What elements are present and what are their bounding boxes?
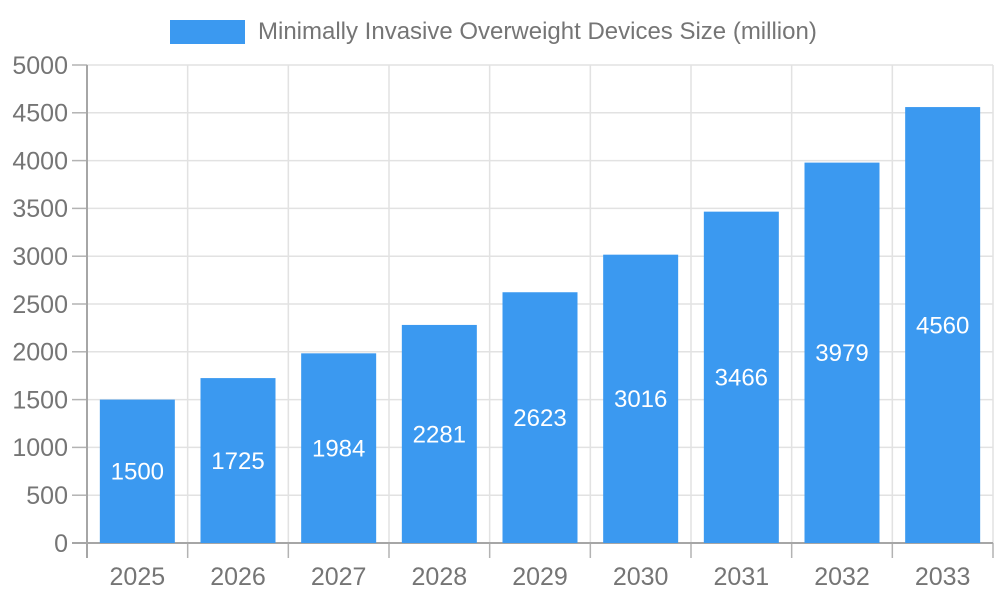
x-axis-label: 2033	[915, 563, 971, 591]
legend-swatch	[170, 20, 245, 44]
bar-value-label: 3979	[815, 340, 868, 367]
legend-item[interactable]: Minimally Invasive Overweight Devices Si…	[170, 20, 817, 44]
bar-value-label: 3466	[715, 365, 768, 392]
x-axis-label: 2031	[714, 563, 770, 591]
bar[interactable]	[99, 399, 175, 543]
bar-value-label: 1984	[312, 436, 365, 463]
bar-value-label: 1725	[211, 448, 264, 475]
bar[interactable]	[502, 292, 578, 543]
y-axis-label: 4500	[12, 100, 68, 128]
bar-value-label: 4560	[916, 312, 969, 339]
bar[interactable]	[804, 162, 880, 543]
bar[interactable]	[200, 378, 276, 543]
y-axis-label: 5000	[12, 52, 68, 80]
x-axis-label: 2030	[613, 563, 669, 591]
y-axis-label: 3500	[12, 195, 68, 223]
bar[interactable]	[703, 211, 779, 544]
y-axis-label: 1000	[12, 434, 68, 462]
bar[interactable]	[603, 254, 679, 543]
bar-value-label: 2623	[513, 405, 566, 432]
x-axis-label: 2027	[311, 563, 367, 591]
y-axis-label: 500	[26, 482, 68, 510]
y-axis-label: 4000	[12, 147, 68, 175]
y-axis-label: 3000	[12, 243, 68, 271]
x-axis-label: 2029	[512, 563, 568, 591]
legend-label: Minimally Invasive Overweight Devices Si…	[258, 18, 817, 45]
y-axis-label: 0	[54, 530, 68, 558]
y-axis-label: 2000	[12, 339, 68, 367]
x-axis-label: 2028	[412, 563, 468, 591]
bar[interactable]	[905, 107, 981, 544]
bar-value-label: 2281	[413, 421, 466, 448]
x-axis-label: 2032	[814, 563, 870, 591]
x-axis-label: 2026	[210, 563, 266, 591]
bar[interactable]	[401, 324, 477, 543]
bar-value-label: 1500	[111, 459, 164, 486]
x-axis-label: 2025	[110, 563, 166, 591]
bar-value-label: 3016	[614, 386, 667, 413]
bar[interactable]	[301, 353, 377, 543]
y-axis-label: 2500	[12, 291, 68, 319]
y-axis-label: 1500	[12, 386, 68, 414]
